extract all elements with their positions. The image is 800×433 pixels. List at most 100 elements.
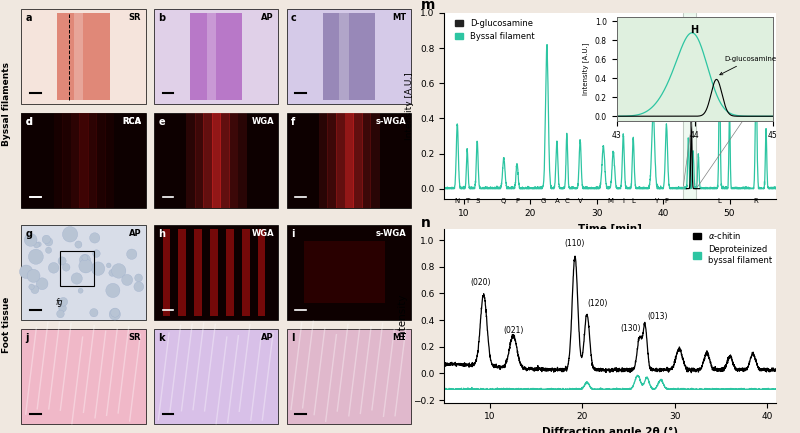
Bar bbox=[105, 113, 114, 208]
Bar bbox=[22, 113, 146, 208]
Text: T: T bbox=[465, 198, 470, 204]
Bar bbox=[258, 229, 266, 316]
Text: (110): (110) bbox=[565, 239, 585, 248]
Text: (013): (013) bbox=[648, 313, 668, 321]
Text: R: R bbox=[754, 198, 758, 204]
Text: SR: SR bbox=[129, 333, 142, 343]
Y-axis label: Intensity: Intensity bbox=[397, 293, 407, 339]
Bar bbox=[79, 113, 89, 208]
Circle shape bbox=[82, 261, 89, 268]
Circle shape bbox=[31, 286, 39, 294]
Text: L: L bbox=[631, 198, 635, 204]
Circle shape bbox=[134, 274, 142, 282]
Circle shape bbox=[110, 308, 120, 317]
Text: (020): (020) bbox=[470, 278, 491, 287]
Text: RCA: RCA bbox=[122, 117, 142, 126]
Text: MT: MT bbox=[393, 13, 406, 22]
Circle shape bbox=[27, 269, 40, 282]
Bar bbox=[336, 113, 346, 208]
Bar bbox=[242, 229, 250, 316]
Text: N: N bbox=[454, 198, 460, 204]
Bar bbox=[154, 329, 278, 424]
Bar bbox=[54, 113, 63, 208]
Text: fg: fg bbox=[56, 298, 63, 307]
Y-axis label: Intensity [A.U.]: Intensity [A.U.] bbox=[406, 72, 414, 140]
Bar bbox=[238, 113, 247, 208]
Circle shape bbox=[71, 273, 82, 284]
Circle shape bbox=[79, 259, 93, 273]
Bar bbox=[194, 113, 204, 208]
Text: V: V bbox=[578, 198, 582, 204]
Text: C: C bbox=[565, 198, 570, 204]
Circle shape bbox=[62, 263, 70, 271]
Bar bbox=[203, 113, 213, 208]
Text: WGA: WGA bbox=[251, 117, 274, 126]
Bar bbox=[339, 13, 349, 100]
Text: g: g bbox=[26, 229, 33, 239]
Bar bbox=[162, 229, 170, 316]
Bar bbox=[221, 113, 230, 208]
Circle shape bbox=[79, 254, 90, 265]
Text: Y: Y bbox=[654, 198, 658, 204]
Text: L: L bbox=[718, 198, 722, 204]
Text: F: F bbox=[665, 198, 669, 204]
Circle shape bbox=[58, 304, 66, 312]
Text: (021): (021) bbox=[503, 326, 523, 335]
Text: h: h bbox=[158, 229, 166, 239]
Bar bbox=[286, 329, 411, 424]
Circle shape bbox=[90, 309, 98, 317]
Circle shape bbox=[109, 269, 116, 276]
Circle shape bbox=[90, 233, 100, 243]
Text: G: G bbox=[541, 198, 546, 204]
Legend: D-glucosamine, Byssal filament: D-glucosamine, Byssal filament bbox=[451, 15, 538, 44]
Text: n: n bbox=[421, 216, 430, 229]
Circle shape bbox=[109, 309, 121, 320]
Bar bbox=[186, 113, 195, 208]
X-axis label: Time [min]: Time [min] bbox=[578, 223, 642, 234]
Bar bbox=[190, 13, 242, 100]
Text: RCA: RCA bbox=[122, 117, 142, 126]
Bar bbox=[70, 113, 80, 208]
Text: a: a bbox=[26, 13, 32, 23]
Bar bbox=[683, 13, 696, 199]
Circle shape bbox=[45, 238, 53, 246]
Text: c: c bbox=[291, 13, 297, 23]
Text: s-WGA: s-WGA bbox=[376, 117, 406, 126]
Text: j: j bbox=[26, 333, 29, 343]
Bar bbox=[210, 229, 218, 316]
Bar bbox=[286, 9, 411, 104]
Text: m: m bbox=[421, 0, 435, 12]
Text: k: k bbox=[158, 333, 165, 343]
Text: Q: Q bbox=[501, 198, 506, 204]
Text: I: I bbox=[622, 198, 624, 204]
Circle shape bbox=[82, 255, 88, 261]
X-axis label: Diffraction angle 2θ (°): Diffraction angle 2θ (°) bbox=[542, 427, 678, 433]
Circle shape bbox=[91, 262, 105, 275]
Bar bbox=[22, 329, 146, 424]
Text: P: P bbox=[515, 198, 519, 204]
Text: A: A bbox=[554, 198, 559, 204]
Circle shape bbox=[122, 275, 133, 285]
Text: WGA: WGA bbox=[251, 229, 274, 239]
Circle shape bbox=[42, 235, 50, 244]
Text: S: S bbox=[475, 198, 479, 204]
Text: b: b bbox=[158, 13, 166, 23]
Bar bbox=[194, 229, 202, 316]
Bar bbox=[154, 113, 278, 208]
Bar bbox=[206, 13, 216, 100]
Text: Byssal filaments: Byssal filaments bbox=[2, 62, 11, 146]
Text: MT: MT bbox=[393, 333, 406, 343]
Bar bbox=[22, 225, 146, 320]
Text: AP: AP bbox=[262, 333, 274, 343]
Circle shape bbox=[126, 249, 137, 259]
Text: M: M bbox=[607, 198, 613, 204]
Text: AP: AP bbox=[262, 13, 274, 22]
Circle shape bbox=[78, 288, 83, 293]
Circle shape bbox=[19, 265, 33, 278]
Text: e: e bbox=[158, 117, 165, 127]
Bar bbox=[304, 241, 385, 303]
Bar bbox=[353, 113, 362, 208]
Circle shape bbox=[24, 233, 37, 246]
Bar bbox=[62, 113, 71, 208]
Circle shape bbox=[62, 226, 78, 242]
